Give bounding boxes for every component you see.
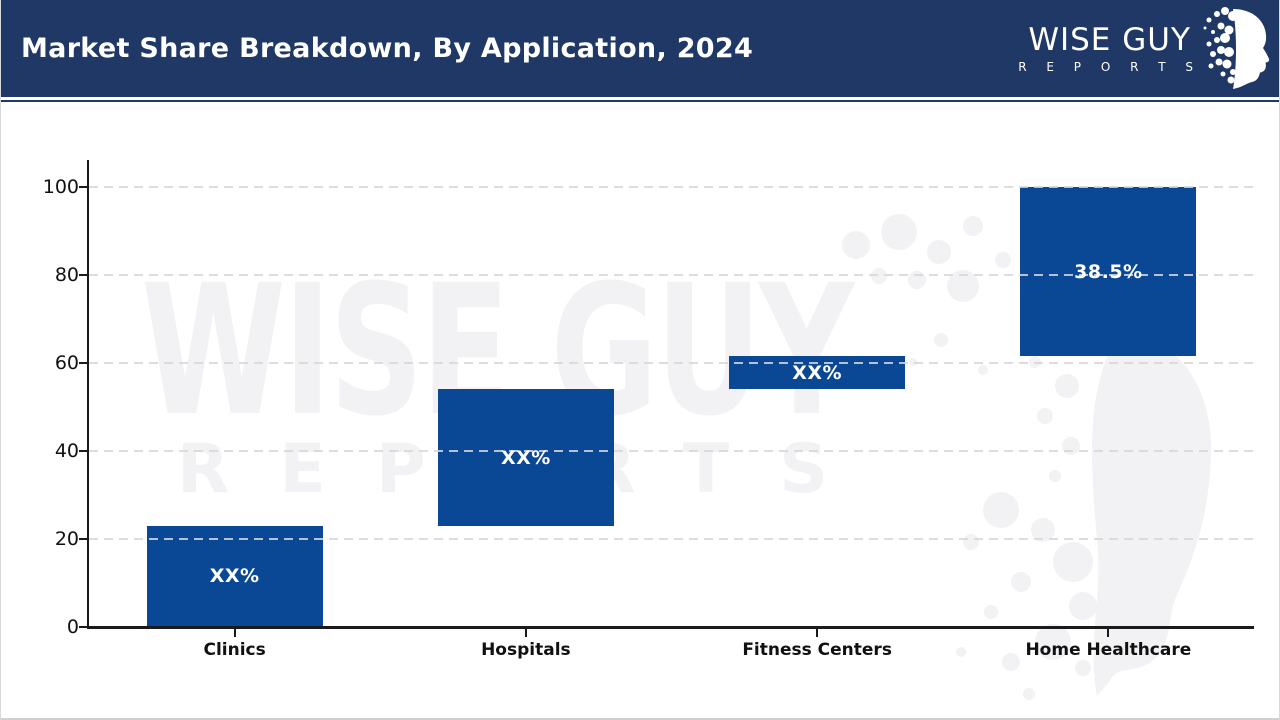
bar-value-label: XX%: [500, 446, 551, 469]
x-category-label: Home Healthcare: [1025, 640, 1192, 660]
bar-fitness-centers: [729, 356, 906, 390]
gridline-y-60: [89, 362, 1254, 364]
bar-clinics: [146, 525, 323, 627]
y-tick-label-80: 80: [54, 264, 79, 286]
chart-title: Market Share Breakdown, By Application, …: [21, 33, 754, 64]
bar-hospitals: [437, 389, 614, 526]
gridline-y-20: [89, 538, 1254, 540]
gridline-y-100: [89, 186, 1254, 188]
y-tick-label-60: 60: [54, 352, 79, 374]
y-tick-40: [79, 450, 88, 452]
x-tick-1: [524, 629, 527, 637]
y-tick-0: [79, 626, 88, 628]
logo-subtext: R E P O R T S: [1018, 59, 1201, 74]
header-accent-line: [1, 100, 1279, 102]
y-tick-label-0: 0: [66, 616, 79, 638]
y-axis-line: [87, 160, 89, 629]
bar-value-label: 38.5%: [1074, 260, 1143, 283]
bar-home-healthcare: [1020, 187, 1197, 357]
logo-face-icon: [1203, 6, 1270, 89]
x-category-label: Hospitals: [481, 640, 571, 660]
x-tick-3: [1107, 629, 1110, 637]
gridline-y-80: [89, 274, 1254, 276]
y-tick-label-100: 100: [42, 176, 79, 198]
x-axis-line: [87, 626, 1254, 629]
wiseguy-logo: WISE GUY R E P O R T S: [1018, 6, 1273, 92]
logo-wordmark: WISE GUY: [1028, 21, 1191, 58]
y-tick-label-40: 40: [54, 440, 79, 462]
x-tick-2: [816, 629, 819, 637]
y-tick-20: [79, 538, 88, 540]
bar-value-label: XX%: [792, 361, 843, 384]
y-tick-80: [79, 274, 88, 276]
y-tick-100: [79, 186, 88, 188]
gridline-y-40: [89, 450, 1254, 452]
x-category-label: Fitness Centers: [742, 640, 892, 660]
x-tick-0: [233, 629, 236, 637]
x-category-label: Clinics: [203, 640, 266, 660]
y-tick-60: [79, 362, 88, 364]
y-tick-label-20: 20: [54, 528, 79, 550]
header: Market Share Breakdown, By Application, …: [1, 0, 1279, 97]
bar-value-label: XX%: [209, 565, 260, 588]
